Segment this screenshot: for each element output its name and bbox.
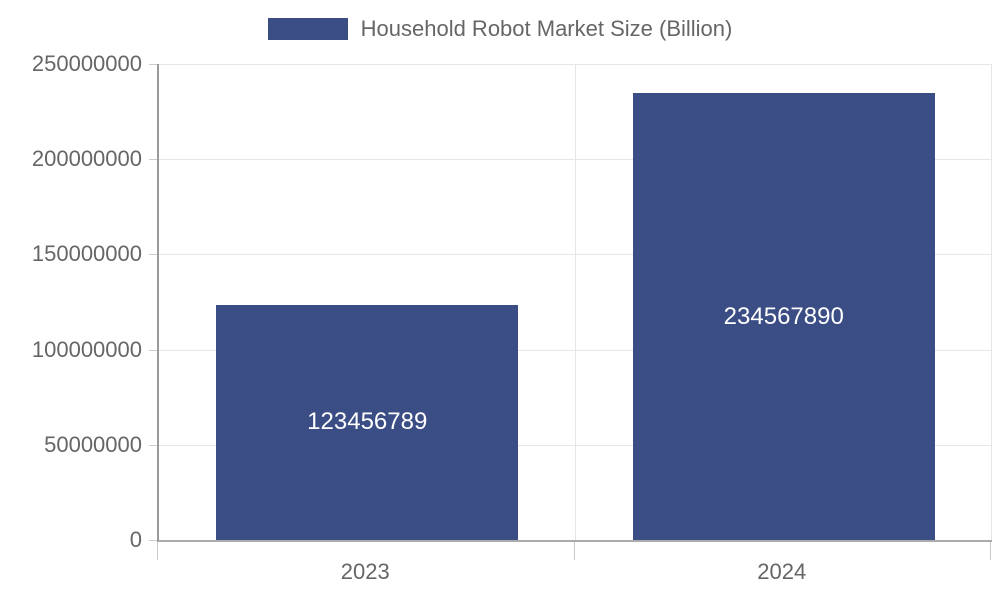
plot-area: 123456789 234567890 [157, 64, 992, 542]
y-axis-tick-label: 50000000 [44, 431, 142, 457]
y-axis-tick-label: 250000000 [31, 51, 142, 76]
y-axis-tick [149, 254, 157, 256]
y-axis-tick [149, 540, 157, 541]
x-axis-tick [990, 542, 991, 560]
x-axis-tick [157, 542, 158, 560]
y-gridline [159, 349, 992, 351]
y-gridline [159, 254, 992, 256]
y-axis-tick-label: 150000000 [31, 241, 142, 267]
y-gridline [159, 159, 992, 161]
y-gridline [159, 64, 992, 65]
bar-value-label: 234567890 [723, 302, 844, 330]
y-axis-tick-label: 200000000 [31, 146, 142, 172]
legend-swatch-icon [267, 18, 348, 40]
legend-label: Household Robot Market Size (Billion) [360, 16, 733, 41]
x-axis-tick [573, 542, 575, 560]
bar-value-label: 123456789 [307, 408, 428, 436]
y-axis-tick-label: 0 [129, 527, 142, 552]
y-axis-tick [149, 159, 157, 161]
x-axis-category-label: 2024 [757, 559, 807, 584]
y-axis-tick-label: 100000000 [31, 336, 142, 362]
y-axis-tick [149, 444, 157, 446]
bar-2023: 123456789 [216, 304, 519, 540]
x-gridline [574, 64, 576, 540]
x-gridline [991, 64, 992, 540]
legend[interactable]: Household Robot Market Size (Billion) [0, 14, 1000, 44]
y-axis-tick [149, 64, 157, 65]
y-gridline [159, 444, 992, 446]
y-axis-tick [149, 349, 157, 351]
x-axis-category-label: 2023 [340, 559, 390, 584]
bar-2024: 234567890 [632, 93, 935, 540]
